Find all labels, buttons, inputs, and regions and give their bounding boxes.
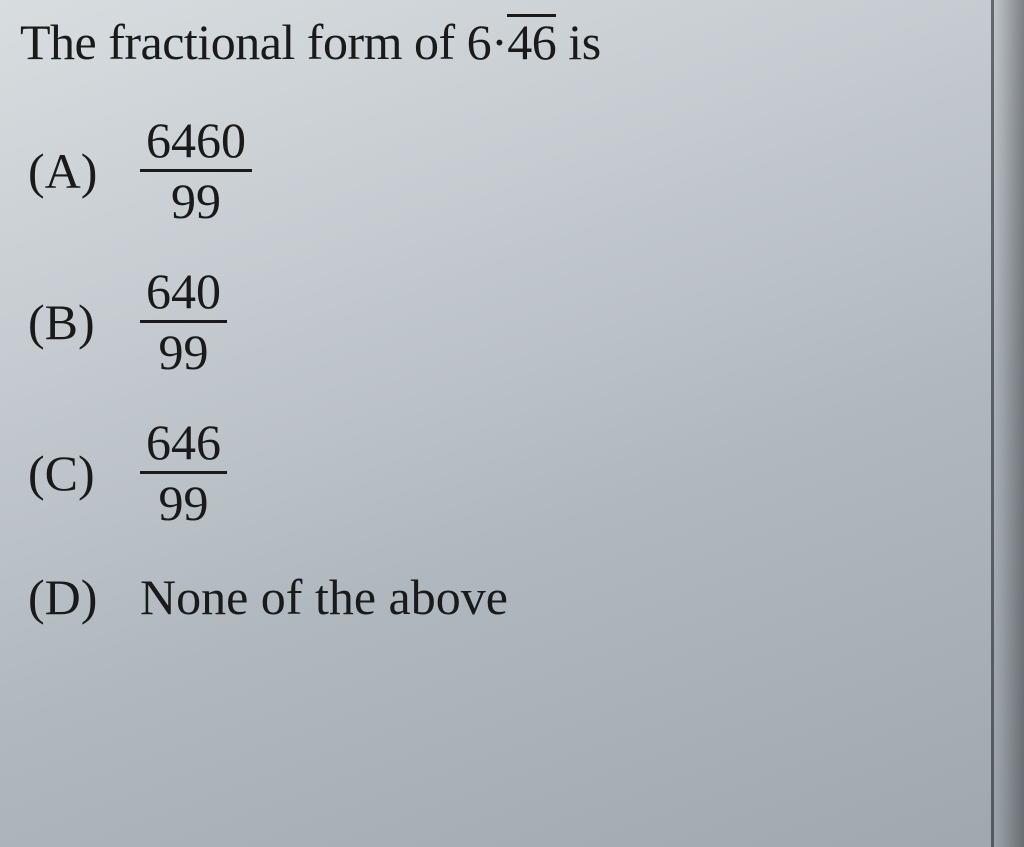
question-number-repeat: 46 (507, 14, 556, 70)
page-edge-shadow (990, 0, 1024, 847)
option-a-denominator: 99 (165, 172, 227, 226)
overline-bar (507, 14, 556, 17)
option-a: (A) 6460 99 (28, 115, 1004, 226)
option-b-numerator: 640 (140, 266, 227, 323)
option-b-denominator: 99 (153, 323, 215, 377)
question-number-dot: · (491, 14, 507, 70)
option-a-fraction: 6460 99 (140, 115, 252, 226)
question-stem: The fractional form of 6·46 is (20, 10, 1004, 75)
option-a-numerator: 6460 (140, 115, 252, 172)
option-c-denominator: 99 (153, 474, 215, 528)
page-content: The fractional form of 6·46 is (A) 6460 … (0, 0, 1024, 646)
option-b-label: (B) (28, 293, 118, 351)
option-d: (D) None of the above (28, 568, 1004, 626)
option-b-fraction: 640 99 (140, 266, 227, 377)
option-d-text: None of the above (140, 568, 508, 626)
question-prefix: The fractional form of (20, 14, 467, 70)
option-c-fraction: 646 99 (140, 417, 227, 528)
option-c: (C) 646 99 (28, 417, 1004, 528)
option-c-label: (C) (28, 444, 118, 502)
question-suffix: is (556, 14, 600, 70)
question-number-int: 6 (467, 14, 492, 70)
option-a-label: (A) (28, 142, 118, 200)
option-d-label: (D) (28, 568, 118, 626)
option-c-numerator: 646 (140, 417, 227, 474)
option-b: (B) 640 99 (28, 266, 1004, 377)
repeating-decimal: 46 (507, 10, 556, 75)
options-list: (A) 6460 99 (B) 640 99 (C) 646 99 (D) No… (20, 115, 1004, 626)
